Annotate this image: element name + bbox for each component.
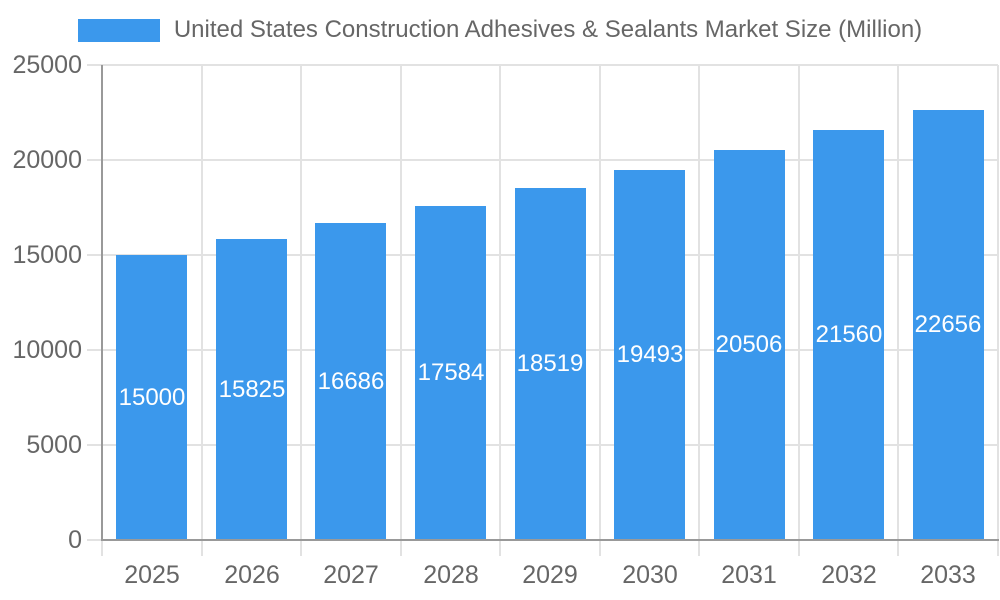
- bar-2033[interactable]: [913, 110, 984, 540]
- x-axis-tick: [797, 540, 800, 556]
- y-gridline: [102, 159, 998, 161]
- legend-label: United States Construction Adhesives & S…: [173, 16, 923, 43]
- bar-2025[interactable]: [116, 255, 187, 540]
- x-axis-tick: [997, 540, 999, 556]
- bar-2031[interactable]: [714, 150, 785, 540]
- x-gridline: [897, 65, 900, 540]
- x-axis-tick-label: 2028: [423, 561, 479, 589]
- y-axis-tick-label: 20000: [12, 146, 82, 174]
- y-axis-tick: [87, 444, 102, 446]
- y-axis-tick-label: 10000: [12, 336, 82, 364]
- x-axis-tick: [598, 540, 601, 556]
- x-axis-tick: [897, 540, 900, 556]
- y-axis-tick-label: 5000: [26, 431, 82, 459]
- bar-2032[interactable]: [813, 130, 884, 540]
- y-axis-tick: [87, 349, 102, 351]
- x-axis-tick-label: 2032: [821, 561, 877, 589]
- x-axis-tick-label: 2030: [622, 561, 678, 589]
- x-axis-tick: [698, 540, 701, 556]
- x-gridline: [200, 65, 203, 540]
- x-gridline: [698, 65, 701, 540]
- x-gridline: [300, 65, 303, 540]
- legend[interactable]: United States Construction Adhesives & S…: [0, 15, 1000, 45]
- x-axis-tick-label: 2025: [124, 561, 180, 589]
- y-axis-tick: [87, 539, 102, 541]
- x-axis-tick: [101, 540, 103, 556]
- y-axis-line: [101, 65, 103, 540]
- x-axis-tick-label: 2033: [920, 561, 976, 589]
- y-axis-tick: [87, 254, 102, 256]
- y-axis-tick-label: 25000: [12, 51, 82, 79]
- x-axis-tick: [399, 540, 402, 556]
- x-axis-tick-label: 2026: [224, 561, 280, 589]
- y-axis-tick: [87, 159, 102, 161]
- bar-2028[interactable]: [415, 206, 486, 540]
- bar-2027[interactable]: [315, 223, 386, 540]
- x-gridline: [997, 65, 999, 540]
- y-axis-tick-label: 15000: [12, 241, 82, 269]
- x-axis-tick: [200, 540, 203, 556]
- x-axis-line: [101, 539, 999, 541]
- y-axis-tick: [87, 64, 102, 66]
- x-gridline: [499, 65, 502, 540]
- legend-swatch-icon: [77, 18, 160, 42]
- x-gridline: [797, 65, 800, 540]
- x-axis-tick-label: 2029: [522, 561, 578, 589]
- x-gridline: [399, 65, 402, 540]
- x-axis-tick-label: 2031: [721, 561, 777, 589]
- y-axis-tick-label: 0: [68, 526, 82, 554]
- x-axis-tick: [499, 540, 502, 556]
- bar-2030[interactable]: [614, 170, 685, 540]
- bar-2026[interactable]: [216, 239, 287, 540]
- x-axis-tick: [300, 540, 303, 556]
- bar-2029[interactable]: [515, 188, 586, 540]
- x-gridline: [598, 65, 601, 540]
- y-gridline: [102, 64, 998, 66]
- x-axis-tick-label: 2027: [323, 561, 379, 589]
